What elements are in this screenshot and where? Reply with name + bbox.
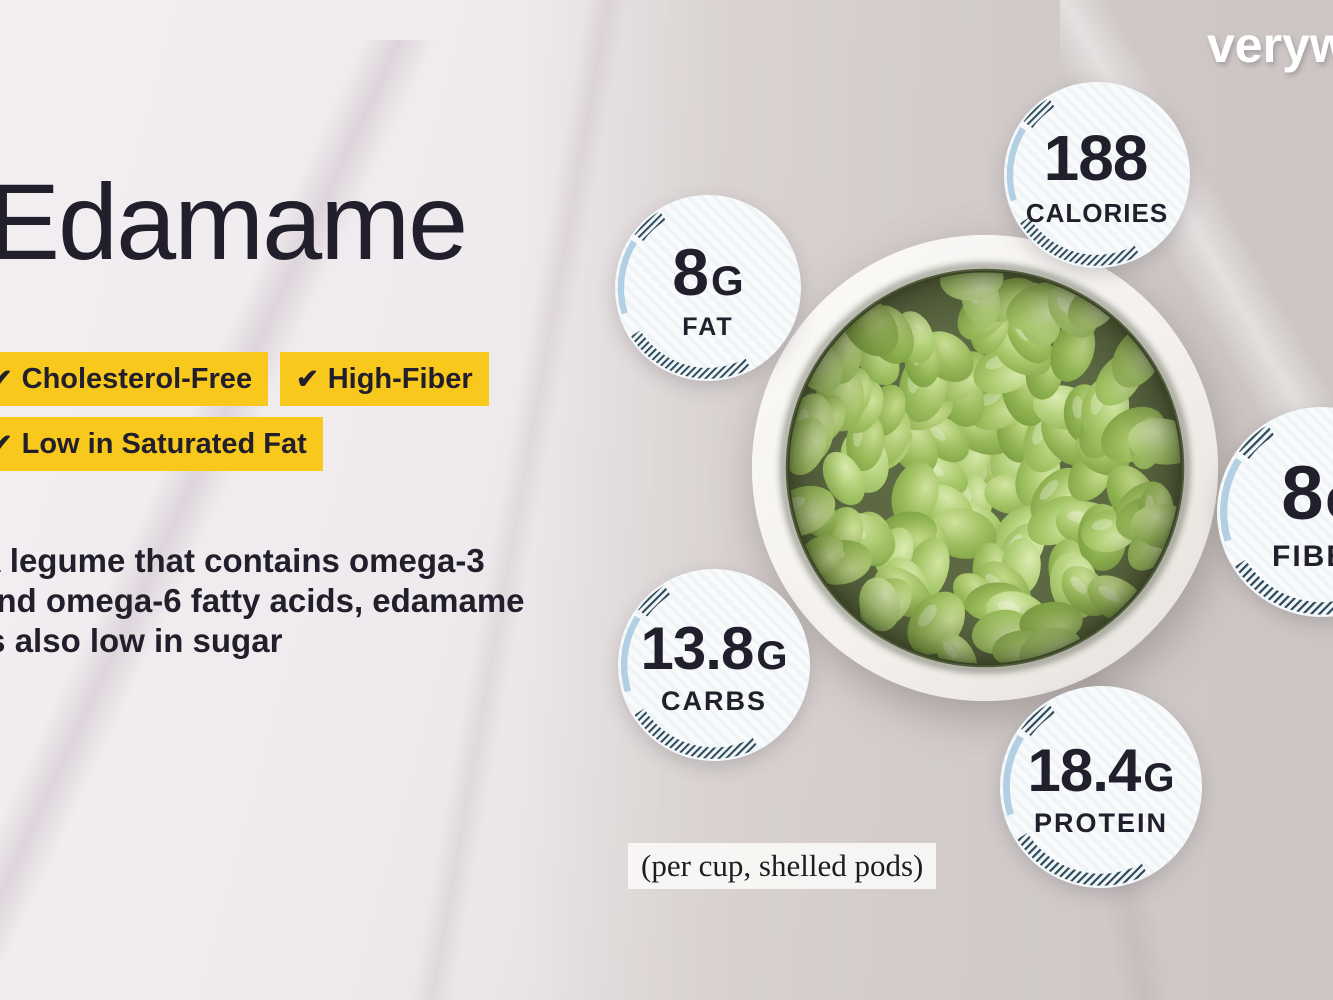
badge-low-saturated-fat: ✔ Low in Saturated Fat (0, 417, 323, 471)
badge-label: Low in Saturated Fat (21, 428, 307, 460)
stat-circle-protein: 18.4 G PROTEIN (1000, 686, 1202, 888)
description-line: and omega-6 fatty acids, edamame (0, 582, 525, 619)
badge-row: ✔ Low in Saturated Fat (0, 417, 489, 471)
edamame-bowl-photo (750, 233, 1220, 703)
stat-value: 8 (1281, 451, 1323, 536)
stat-value: 8 (672, 235, 709, 309)
verywell-logo: verywell (1207, 17, 1333, 73)
stat-circle-fiber: 8G FIBER (1217, 407, 1333, 617)
stat-unit: G (711, 257, 744, 304)
stat-value: 188 (1043, 122, 1149, 194)
stat-label: FAT (682, 313, 734, 341)
badge-label: Cholesterol-Free (21, 363, 253, 395)
description-line: A legume that contains omega-3 (0, 542, 485, 579)
description-line: is also low in sugar (0, 622, 283, 659)
stat-unit: G (756, 633, 788, 678)
badge-label: High-Fiber (327, 363, 473, 395)
stat-value: 13.8 (640, 614, 755, 682)
stat-value: 18.4 (1027, 736, 1142, 804)
check-icon: ✔ (296, 363, 319, 394)
stat-unit: G (1143, 755, 1175, 800)
benefit-badges: ✔ Cholesterol-Free ✔ High-Fiber ✔ Low in… (0, 352, 489, 482)
stat-label: CARBS (660, 685, 767, 716)
description-text: A legume that contains omega-3 and omega… (0, 541, 525, 661)
stat-label: PROTEIN (1033, 807, 1168, 838)
badge-row: ✔ Cholesterol-Free ✔ High-Fiber (0, 352, 489, 406)
check-icon: ✔ (0, 428, 13, 459)
stat-label: CALORIES (1025, 198, 1169, 228)
badge-high-fiber: ✔ High-Fiber (280, 352, 489, 406)
stat-unit: G (1325, 476, 1333, 531)
stat-circle-calories: 188 CALORIES (1004, 82, 1190, 268)
serving-note: (per cup, shelled pods) (628, 843, 937, 889)
stat-label: FIBER (1272, 540, 1333, 573)
badge-cholesterol-free: ✔ Cholesterol-Free (0, 352, 269, 406)
check-icon: ✔ (0, 363, 13, 394)
page-title: Edamame (0, 161, 468, 282)
stat-circle-carbs: 13.8 G CARBS (618, 569, 810, 761)
